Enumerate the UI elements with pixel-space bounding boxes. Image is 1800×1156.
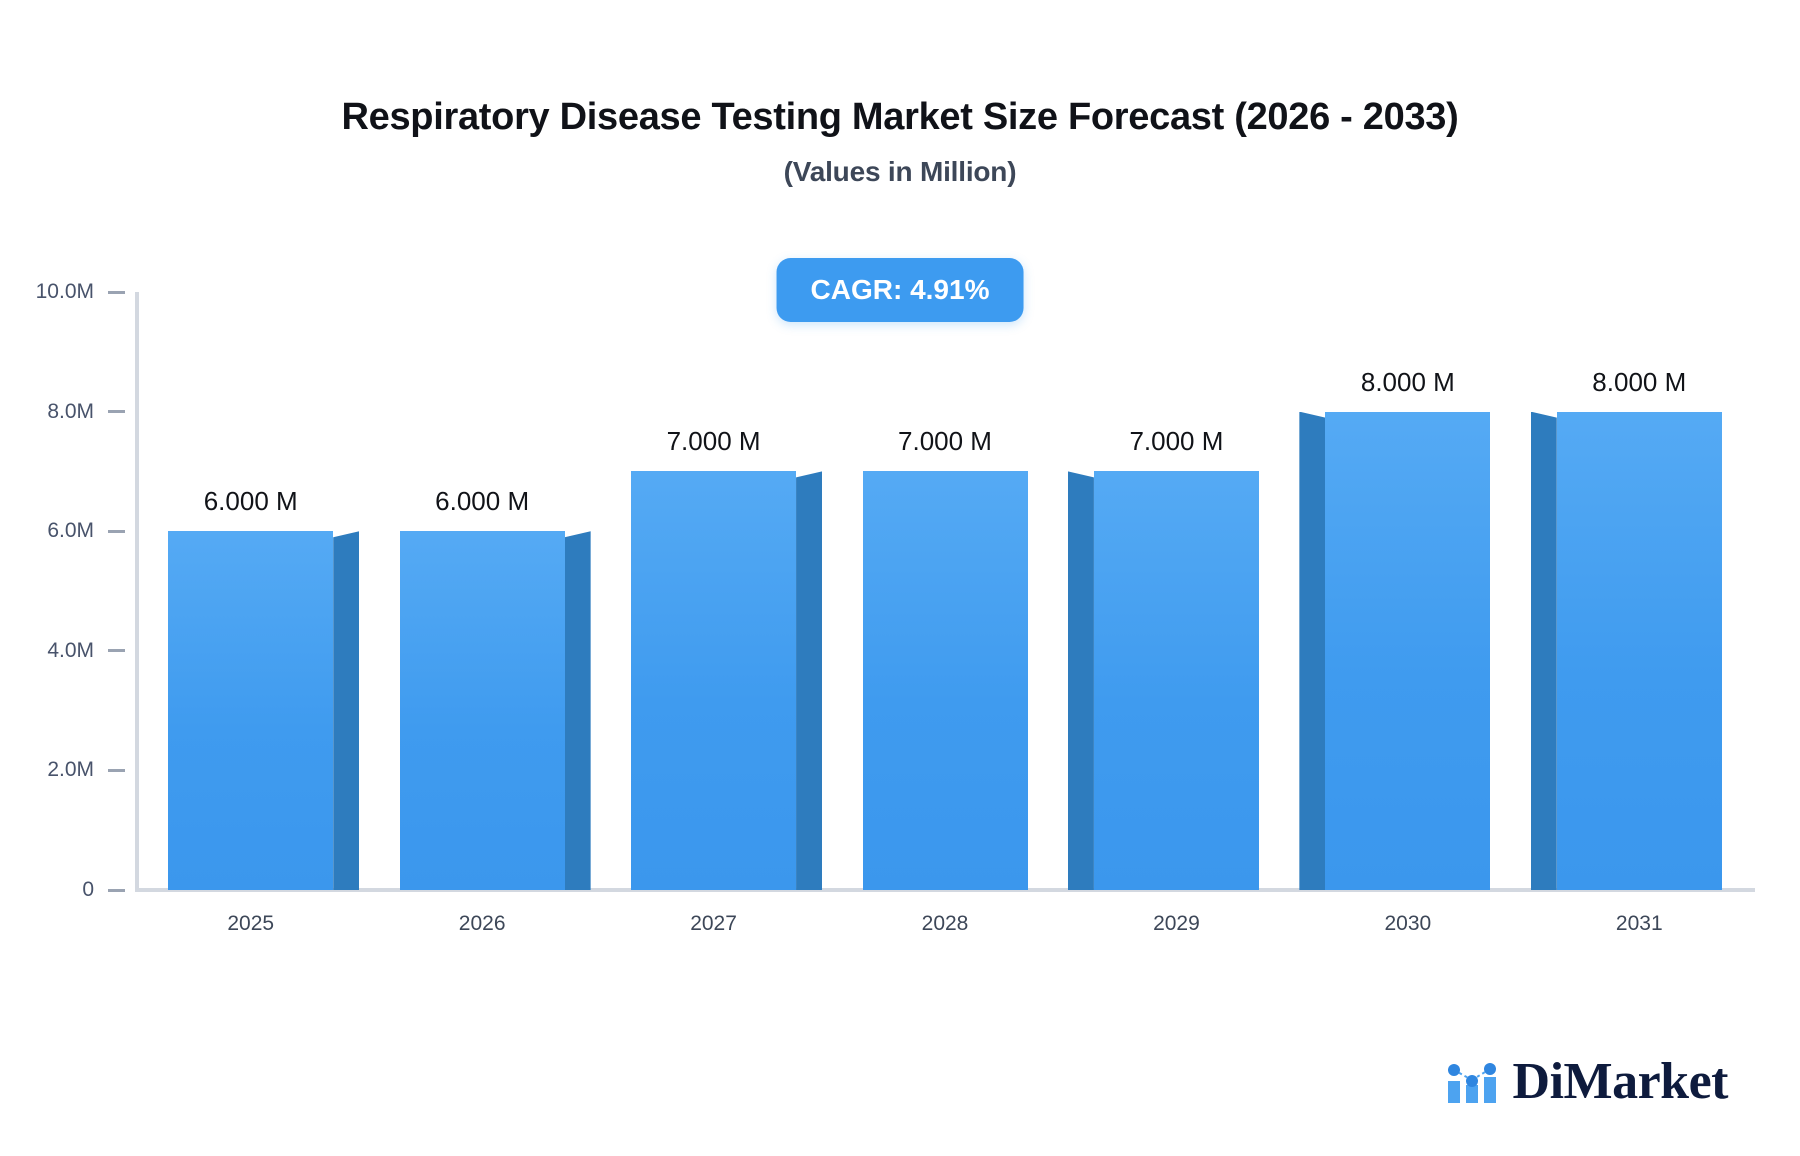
bar-value-label: 6.000 M bbox=[435, 486, 530, 517]
bar-value-label: 8.000 M bbox=[1360, 366, 1455, 397]
y-axis-tick: 0 bbox=[0, 878, 135, 901]
bar-3d-side bbox=[1067, 471, 1094, 890]
x-axis-label: 2025 bbox=[227, 912, 275, 935]
bar-column[interactable]: 8.000 M bbox=[1299, 292, 1491, 890]
bar-face[interactable] bbox=[168, 531, 334, 890]
y-axis-tick-mark bbox=[108, 768, 125, 772]
bar-column[interactable]: 8.000 M bbox=[1530, 292, 1722, 890]
brand-logo-text: DiMarket bbox=[1512, 1053, 1729, 1110]
bar-column[interactable]: 7.000 M bbox=[631, 292, 823, 890]
y-axis-tick: 4.0M bbox=[0, 638, 135, 662]
y-axis-tick: 10.0M bbox=[0, 280, 135, 303]
y-axis-tick-label: 0 bbox=[82, 878, 94, 901]
chart-header: Respiratory Disease Testing Market Size … bbox=[0, 96, 1800, 188]
y-axis-tick: 2.0M bbox=[0, 758, 135, 782]
bar-value-label: 7.000 M bbox=[1129, 426, 1224, 457]
y-axis-tick-mark bbox=[108, 888, 125, 892]
bar-face[interactable] bbox=[1325, 411, 1491, 890]
y-axis-line bbox=[135, 292, 139, 892]
x-axis-label: 2026 bbox=[458, 912, 506, 935]
bar-3d-side bbox=[796, 471, 823, 890]
y-axis-tick-label: 10.0M bbox=[35, 280, 94, 303]
brand-logo: DiMarket bbox=[1445, 1053, 1729, 1110]
y-axis-tick-mark bbox=[108, 649, 125, 653]
y-axis-tick-label: 2.0M bbox=[47, 758, 94, 782]
y-axis-tick: 8.0M bbox=[0, 399, 135, 423]
bar-face[interactable] bbox=[1556, 411, 1722, 890]
bar-face[interactable] bbox=[862, 471, 1028, 890]
x-axis-line bbox=[135, 888, 1755, 892]
bar-column[interactable]: 7.000 M bbox=[862, 292, 1028, 890]
bar-column[interactable]: 6.000 M bbox=[168, 292, 360, 890]
bar-column[interactable]: 7.000 M bbox=[1067, 292, 1259, 890]
y-axis-tick: 6.0M bbox=[0, 519, 135, 543]
y-axis-tick-label: 8.0M bbox=[47, 399, 94, 423]
bar-value-label: 6.000 M bbox=[203, 486, 298, 517]
x-axis-label: 2029 bbox=[1153, 912, 1200, 935]
x-axis-label: 2031 bbox=[1615, 912, 1663, 935]
bar-value-label: 7.000 M bbox=[666, 426, 761, 457]
y-axis-tick-mark bbox=[108, 290, 125, 294]
x-axis-label: 2030 bbox=[1384, 912, 1432, 935]
bar-face[interactable] bbox=[1093, 471, 1259, 890]
x-axis-label: 2027 bbox=[690, 912, 737, 935]
bar-3d-side bbox=[1299, 411, 1326, 890]
chart-subtitle: (Values in Million) bbox=[783, 155, 1017, 187]
y-axis-tick-mark bbox=[108, 410, 125, 414]
y-axis-tick-label: 4.0M bbox=[47, 638, 94, 662]
page-title: Respiratory Disease Testing Market Size … bbox=[341, 96, 1459, 138]
bar-3d-side bbox=[1530, 411, 1557, 890]
bars-layer: 6.000 M 6.000 M 7.000 M 7.000 M 7.000 M 8.000… bbox=[135, 292, 1755, 890]
bar-face[interactable] bbox=[631, 471, 797, 890]
bar-3d-side bbox=[564, 531, 591, 890]
bar-value-label: 7.000 M bbox=[898, 426, 992, 457]
bar-face[interactable] bbox=[399, 531, 565, 890]
bar-column[interactable]: 6.000 M bbox=[399, 292, 591, 890]
bar-3d-side bbox=[333, 531, 360, 890]
y-axis-tick-mark bbox=[108, 529, 125, 533]
cagr-badge: CAGR: 4.91% bbox=[776, 258, 1024, 322]
y-axis-tick-label: 6.0M bbox=[47, 519, 94, 543]
bar-chart-logo-icon bbox=[1447, 1063, 1496, 1103]
x-axis-label: 2028 bbox=[921, 912, 969, 935]
bar-value-label: 8.000 M bbox=[1592, 366, 1687, 397]
